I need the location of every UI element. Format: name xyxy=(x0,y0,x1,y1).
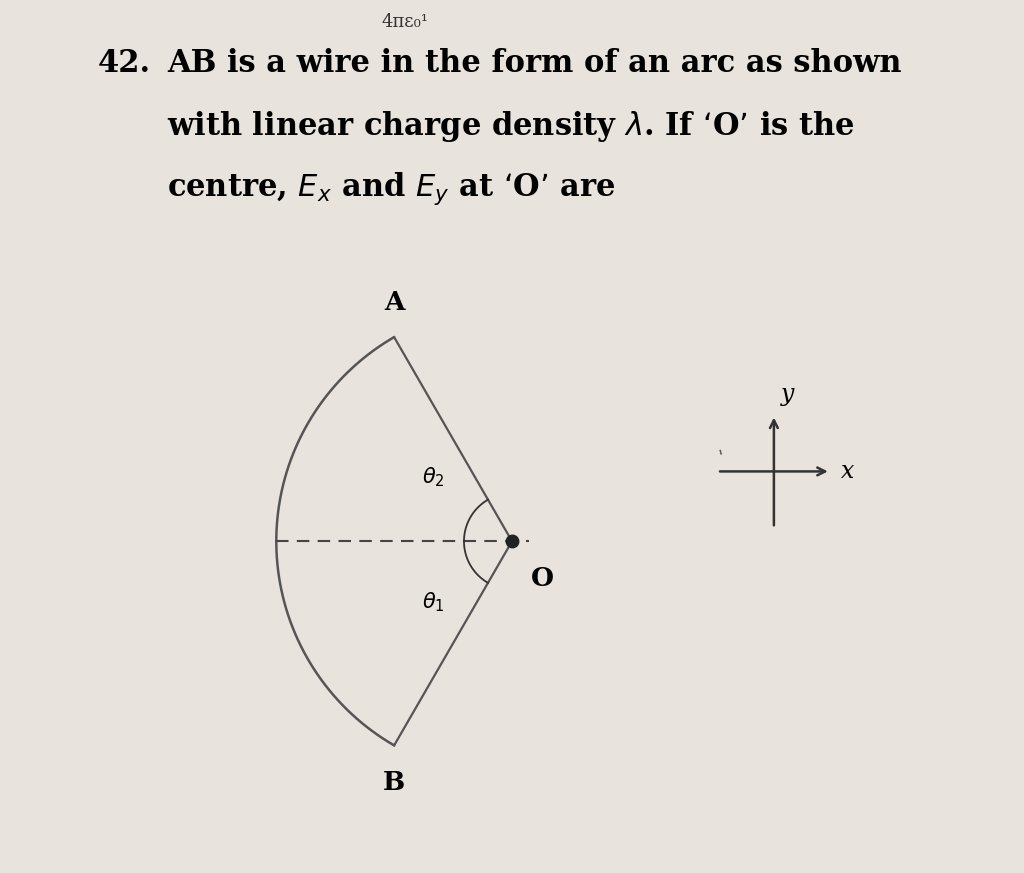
Text: O: O xyxy=(531,566,554,591)
Text: 42.: 42. xyxy=(97,48,151,79)
Text: A: A xyxy=(384,291,404,315)
Text: B: B xyxy=(383,770,406,794)
Text: with linear charge density $\lambda$. If ‘O’ is the: with linear charge density $\lambda$. If… xyxy=(167,109,855,144)
Text: 4πε₀¹: 4πε₀¹ xyxy=(381,13,428,31)
Text: $\theta_2$: $\theta_2$ xyxy=(422,465,444,490)
Text: $\theta_1$: $\theta_1$ xyxy=(422,590,444,615)
Text: AB is a wire in the form of an arc as shown: AB is a wire in the form of an arc as sh… xyxy=(167,48,902,79)
Text: x: x xyxy=(841,460,854,483)
Text: y: y xyxy=(781,383,795,406)
Text: ': ' xyxy=(717,449,726,468)
Text: centre, $E_x$ and $E_y$ at ‘O’ are: centre, $E_x$ and $E_y$ at ‘O’ are xyxy=(167,170,615,207)
